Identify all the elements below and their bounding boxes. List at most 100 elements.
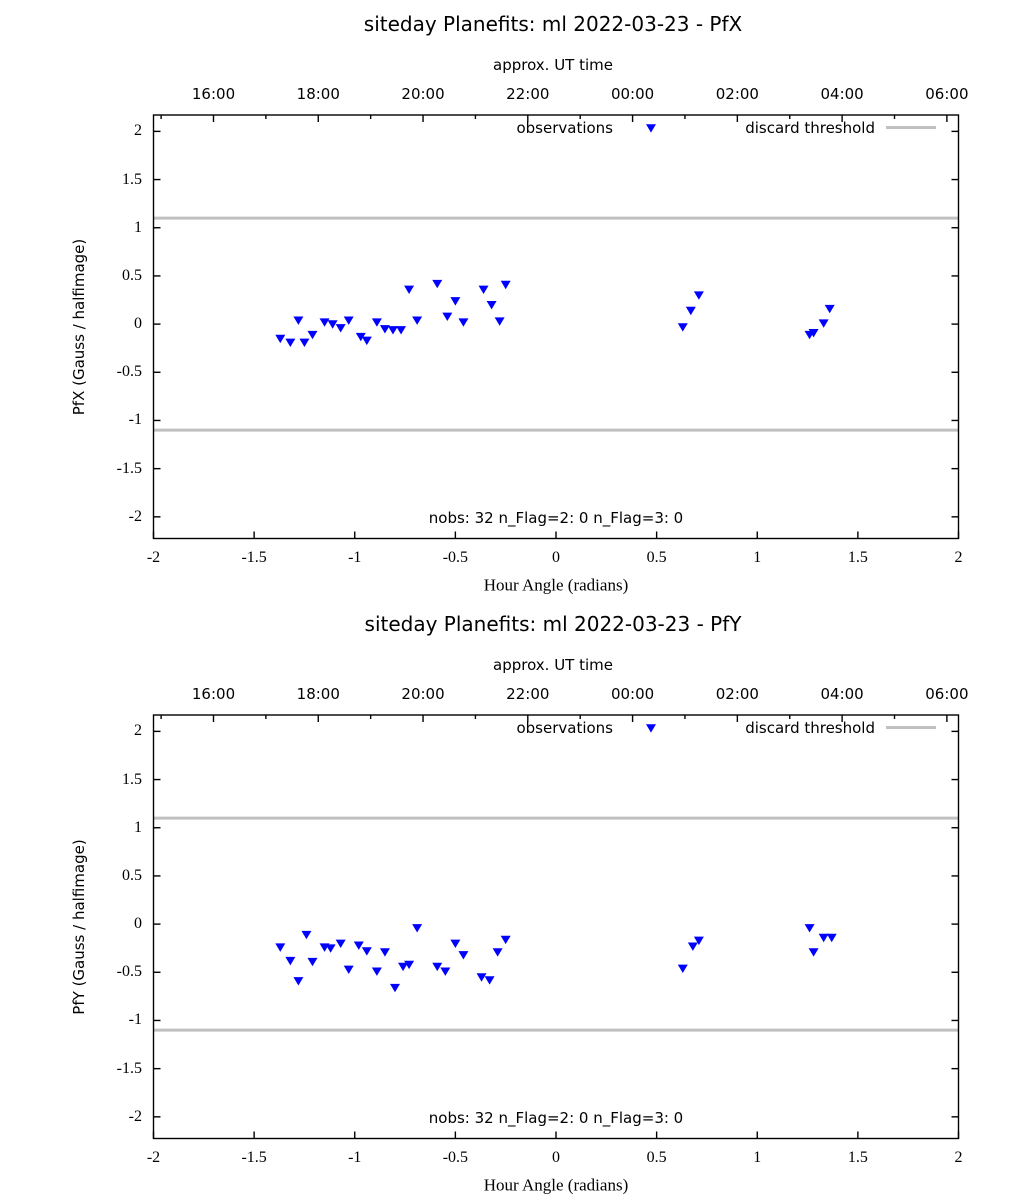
ut-axis-title: approx. UT time: [493, 655, 613, 674]
ut-tick-label: 00:00: [610, 684, 655, 703]
y-tick-label: 1.5: [122, 170, 142, 188]
data-point-marker: [808, 328, 819, 338]
ut-tick-label: 00:00: [610, 84, 655, 103]
x-tick-label: -1: [348, 549, 362, 567]
data-point-marker: [500, 935, 511, 945]
data-point-marker: [500, 280, 511, 290]
ut-tick-label: 04:00: [820, 684, 864, 703]
data-point-marker: [396, 326, 407, 335]
ut-tick-label: 02:00: [715, 684, 759, 703]
data-point-marker: [299, 338, 310, 348]
stats-label: nobs: 32 n_Flag=2: 0 n_Flag=3: 0: [428, 1108, 684, 1127]
data-point-marker: [458, 318, 469, 327]
data-point-marker: [355, 332, 366, 342]
y-tick-label: 2: [134, 722, 142, 740]
y-axis-title: PfY (Gauss / halfimage): [69, 839, 88, 1015]
y-tick-label: -0.5: [116, 963, 142, 981]
ut-tick-label: 06:00: [925, 84, 969, 103]
y-tick-label: 1: [134, 818, 142, 836]
data-point-marker: [492, 948, 503, 957]
data-point-marker: [432, 962, 443, 972]
data-point-marker: [677, 323, 688, 332]
data-point-marker: [440, 967, 451, 976]
x-axis-title: Hour Angle (radians): [483, 575, 629, 595]
data-point-marker: [361, 947, 372, 956]
plot-border: [152, 114, 960, 540]
y-tick-label: 0: [134, 315, 142, 333]
x-tick-label: 2: [954, 549, 963, 567]
y-tick-label: -1.5: [116, 459, 142, 477]
y-tick-label: -2: [128, 508, 142, 526]
x-tick-label: 1: [753, 1149, 762, 1167]
x-tick-label: 1.5: [847, 1149, 868, 1167]
x-axis-title: Hour Angle (radians): [483, 1175, 629, 1195]
data-point-marker: [824, 304, 835, 314]
data-point-marker: [804, 924, 815, 933]
x-tick-label: -0.5: [442, 1149, 469, 1167]
ut-tick-label: 20:00: [401, 84, 445, 103]
data-point-marker: [398, 962, 409, 972]
x-tick-label: -2: [146, 1149, 161, 1167]
legend-discard-threshold-label: discard threshold: [745, 118, 875, 137]
data-point-marker: [307, 957, 318, 967]
x-tick-label: -2: [146, 549, 161, 567]
legend-triangle-down-icon: [646, 724, 656, 733]
legend-triangle-down-icon: [646, 124, 656, 133]
data-point-marker: [677, 964, 688, 974]
y-tick-label: 1.5: [122, 770, 142, 788]
y-tick-label: 2: [134, 122, 142, 140]
data-point-marker: [379, 325, 390, 334]
data-point-marker: [327, 320, 338, 329]
data-point-marker: [432, 279, 443, 289]
ut-tick-label: 18:00: [296, 684, 340, 703]
data-point-marker: [275, 334, 286, 344]
y-tick-label: -0.5: [116, 363, 142, 381]
ut-tick-label: 22:00: [506, 684, 550, 703]
x-tick-label: 0: [552, 549, 560, 567]
ut-tick-label: 22:00: [506, 84, 550, 103]
pfy-plot-canvas: [152, 714, 960, 1140]
data-point-marker: [335, 939, 346, 948]
data-point-marker: [685, 306, 696, 316]
stats-label: nobs: 32 n_Flag=2: 0 n_Flag=3: 0: [428, 508, 684, 527]
x-tick-label: 0.5: [646, 549, 667, 567]
data-point-marker: [494, 317, 505, 326]
ut-axis-title: approx. UT time: [493, 55, 613, 74]
data-point-marker: [404, 285, 415, 295]
data-point-marker: [486, 301, 497, 310]
data-point-marker: [343, 316, 354, 325]
legend-discard-threshold-label: discard threshold: [745, 718, 875, 737]
ut-tick-label: 16:00: [191, 84, 236, 103]
data-point-marker: [818, 319, 829, 328]
data-point-marker: [442, 312, 453, 321]
y-tick-label: -2: [128, 1108, 142, 1126]
x-tick-label: -1.5: [241, 549, 267, 567]
data-point-marker: [319, 318, 330, 327]
data-point-marker: [387, 326, 398, 335]
data-point-marker: [478, 285, 489, 295]
plot-border: [152, 714, 960, 1140]
data-point-marker: [285, 338, 296, 348]
data-point-marker: [693, 291, 704, 300]
data-point-marker: [325, 944, 336, 953]
data-point-marker: [293, 316, 304, 325]
y-tick-label: 0: [134, 915, 142, 933]
data-point-marker: [484, 976, 495, 985]
y-tick-label: -1: [128, 1011, 142, 1029]
legend-observations-label: observations: [516, 718, 613, 737]
data-point-marker: [293, 977, 304, 986]
chart-title: siteday Planefits: ml 2022-03-23 - PfY: [364, 612, 742, 636]
ut-tick-label: 16:00: [191, 684, 236, 703]
data-point-marker: [458, 951, 469, 960]
data-point-marker: [307, 330, 318, 340]
data-point-marker: [285, 956, 296, 966]
data-point-marker: [808, 948, 819, 957]
data-point-marker: [693, 936, 704, 946]
y-tick-label: -1.5: [116, 1059, 142, 1077]
y-tick-label: 0.5: [122, 267, 142, 285]
data-point-marker: [826, 933, 837, 943]
pfx-panel: siteday Planefits: ml 2022-03-23 - PfX a…: [70, 13, 969, 595]
data-point-marker: [361, 336, 372, 346]
y-tick-label: 1: [134, 218, 142, 236]
